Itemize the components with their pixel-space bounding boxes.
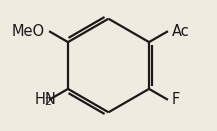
Text: H: H — [34, 92, 45, 107]
Text: 2: 2 — [44, 97, 51, 107]
Text: Ac: Ac — [172, 24, 190, 39]
Text: MeO: MeO — [12, 24, 45, 39]
Text: N: N — [44, 92, 55, 107]
Text: F: F — [172, 92, 180, 107]
